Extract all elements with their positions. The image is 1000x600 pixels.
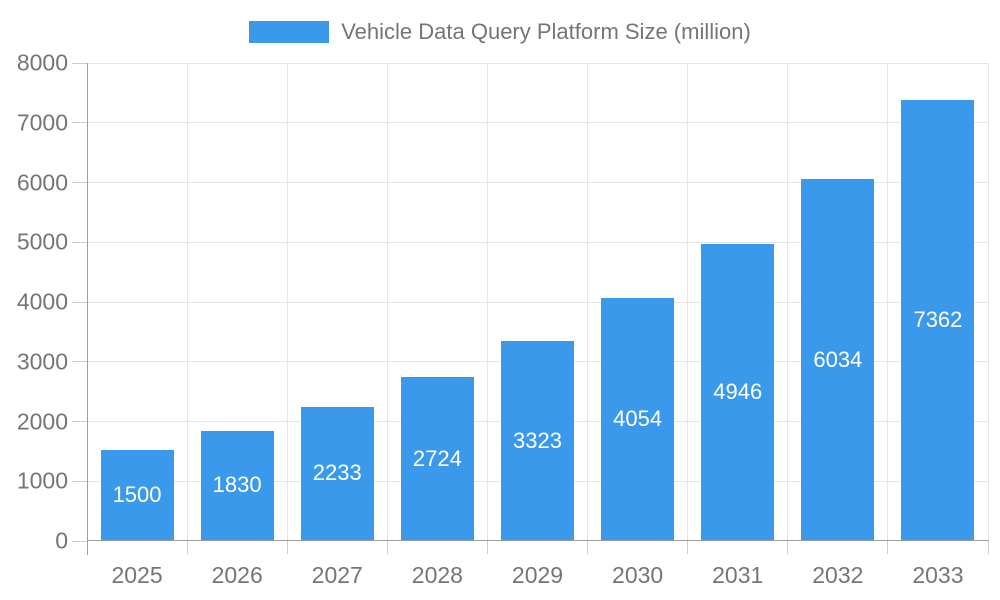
y-axis-tick-label: 2000 bbox=[16, 408, 68, 434]
gridline-vertical bbox=[687, 63, 689, 541]
x-axis-tick bbox=[687, 541, 689, 554]
x-axis-tick bbox=[286, 541, 288, 554]
y-axis-tick bbox=[72, 182, 87, 183]
y-axis-tick bbox=[72, 241, 87, 243]
x-axis-tick-label: 2032 bbox=[812, 562, 864, 588]
y-axis-line bbox=[87, 63, 88, 555]
x-axis-tick-label: 2025 bbox=[111, 562, 163, 588]
plot-area: 0 1000 2000 3000 4000 5000 6000 7000 8000 1500 202… bbox=[17, 50, 989, 588]
legend-swatch bbox=[249, 21, 330, 43]
y-axis-tick bbox=[72, 301, 87, 303]
y-axis-tick-label: 3000 bbox=[16, 348, 68, 375]
x-axis-tick bbox=[587, 541, 589, 554]
gridline-vertical bbox=[987, 63, 989, 541]
x-axis-tick-label: 2028 bbox=[411, 562, 463, 588]
gridline-horizontal bbox=[87, 182, 988, 183]
bar: 4054 bbox=[601, 297, 675, 540]
y-axis-tick bbox=[72, 421, 87, 422]
bar: 7362 bbox=[901, 100, 975, 540]
bar-value-label: 3323 bbox=[513, 427, 562, 453]
x-axis-tick bbox=[887, 541, 889, 554]
x-axis-tick bbox=[386, 541, 388, 554]
y-axis-tick bbox=[72, 122, 87, 124]
y-axis-tick-label: 1000 bbox=[16, 467, 68, 494]
gridline-horizontal bbox=[87, 301, 988, 303]
y-axis-tick-label: 7000 bbox=[16, 109, 68, 136]
bar: 1500 bbox=[100, 450, 174, 540]
y-axis-tick-label: 6000 bbox=[16, 169, 68, 195]
bar-value-label: 2724 bbox=[412, 445, 462, 471]
bar: 6034 bbox=[801, 179, 875, 540]
bar-value-label: 4946 bbox=[713, 379, 763, 405]
x-axis-tick-label: 2029 bbox=[511, 562, 564, 588]
y-axis-tick bbox=[72, 361, 87, 363]
x-axis-tick bbox=[186, 541, 188, 554]
bar-value-label: 2233 bbox=[312, 460, 362, 486]
bar-value-label: 6034 bbox=[813, 346, 863, 372]
x-axis-tick-label: 2027 bbox=[311, 562, 363, 588]
y-axis-tick bbox=[72, 62, 87, 64]
x-axis-tick-label: 2030 bbox=[612, 562, 664, 588]
gridline-vertical bbox=[486, 63, 488, 541]
gridline-vertical bbox=[587, 63, 589, 541]
gridline-vertical bbox=[186, 63, 188, 541]
gridline-horizontal bbox=[87, 241, 988, 243]
bar-value-label: 1500 bbox=[112, 482, 162, 508]
gridline-vertical bbox=[887, 63, 889, 541]
y-axis-tick bbox=[72, 480, 87, 482]
chart-legend[interactable]: Vehicle Data Query Platform Size (millio… bbox=[0, 21, 1000, 43]
x-axis-tick-label: 2033 bbox=[912, 562, 964, 588]
x-axis-tick bbox=[787, 541, 789, 554]
y-axis-tick-label: 4000 bbox=[16, 288, 68, 315]
bar: 4946 bbox=[701, 244, 775, 540]
gridline-horizontal bbox=[87, 122, 988, 124]
gridline-horizontal bbox=[87, 62, 988, 64]
bar-value-label: 7362 bbox=[913, 307, 963, 333]
x-axis-tick bbox=[987, 541, 989, 554]
legend-label: Vehicle Data Query Platform Size (millio… bbox=[341, 19, 751, 44]
x-axis-tick-label: 2031 bbox=[712, 562, 764, 588]
gridline-vertical bbox=[787, 63, 789, 541]
bar: 2233 bbox=[300, 406, 374, 540]
y-axis-tick bbox=[72, 540, 87, 542]
bar-value-label: 1830 bbox=[212, 472, 262, 498]
bar-value-label: 4054 bbox=[613, 405, 663, 431]
y-axis-tick-label: 8000 bbox=[16, 49, 68, 76]
bar: 2724 bbox=[400, 377, 474, 540]
bar: 3323 bbox=[501, 341, 574, 540]
gridline-vertical bbox=[286, 63, 288, 541]
x-axis-tick-label: 2026 bbox=[211, 562, 263, 588]
y-axis-tick-label: 5000 bbox=[16, 228, 68, 255]
x-axis-line bbox=[87, 540, 989, 541]
x-axis-tick bbox=[486, 541, 488, 554]
y-axis-tick-label: 0 bbox=[55, 527, 68, 554]
gridline-vertical bbox=[386, 63, 388, 541]
bar: 1830 bbox=[200, 430, 274, 540]
